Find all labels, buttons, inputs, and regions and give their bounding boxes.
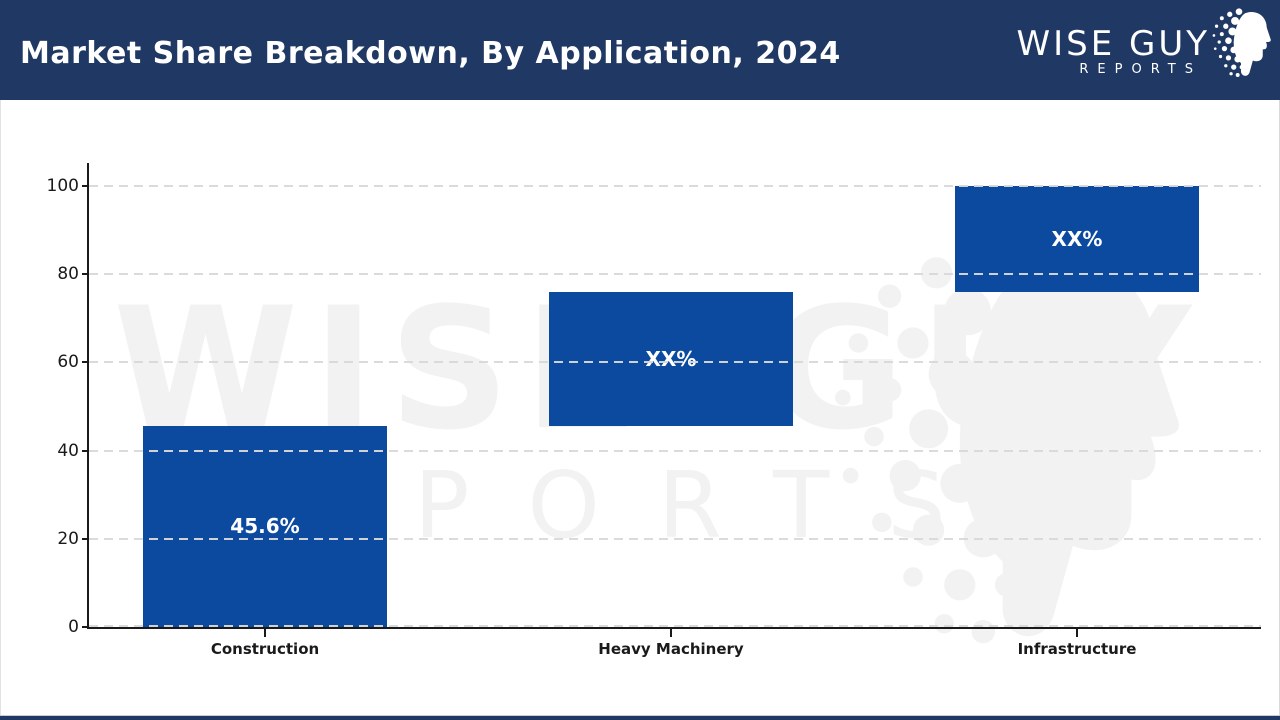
header-bar: Market Share Breakdown, By Application, … <box>0 0 1280 100</box>
y-tick-label: 40 <box>57 440 79 461</box>
bar-value-label: 45.6% <box>230 514 300 539</box>
x-axis <box>87 627 1261 629</box>
footer-bar <box>0 715 1280 720</box>
gridline <box>89 361 1261 364</box>
chart-area: WISE GUY REPORTS 45.6% XX% XX% 0 20 40 60 80 <box>0 100 1280 715</box>
x-tick-mark <box>264 629 266 637</box>
category-label: Heavy Machinery <box>598 640 744 658</box>
logo-head-icon <box>1212 8 1271 78</box>
y-tick-mark <box>82 185 89 187</box>
y-tick-mark <box>82 361 89 364</box>
category-label: Infrastructure <box>1017 640 1137 658</box>
bar-heavy-machinery <box>549 291 793 426</box>
page-title: Market Share Breakdown, By Application, … <box>20 36 841 71</box>
y-tick-label: 60 <box>57 352 79 373</box>
plot: 45.6% XX% XX% 0 20 40 60 80 100 Construction Heavy… <box>1 100 1279 715</box>
gridline <box>89 537 1261 540</box>
brand-logo: WISE GUY REPORTS <box>1016 0 1271 100</box>
y-axis <box>87 163 89 629</box>
gridline <box>89 449 1261 452</box>
gridline <box>89 625 1261 627</box>
bar-value-label: XX% <box>645 346 697 371</box>
y-tick-label: 100 <box>46 176 79 196</box>
bar-value-label: XX% <box>1051 226 1103 251</box>
bar-construction <box>143 425 387 627</box>
gridline <box>89 273 1261 276</box>
x-tick-mark <box>670 629 672 637</box>
y-tick-mark <box>82 273 89 276</box>
logo-wordmark: WISE GUY <box>1016 24 1210 64</box>
y-tick-mark <box>82 537 89 540</box>
y-tick-mark <box>82 626 89 628</box>
x-tick-mark <box>1076 629 1078 637</box>
y-tick-label: 80 <box>57 264 79 285</box>
gridline <box>89 185 1261 187</box>
logo-subtext: REPORTS <box>1079 62 1202 77</box>
y-tick-label: 0 <box>68 617 79 637</box>
y-tick-label: 20 <box>57 528 79 549</box>
y-tick-mark <box>82 449 89 452</box>
category-label: Construction <box>210 640 320 658</box>
